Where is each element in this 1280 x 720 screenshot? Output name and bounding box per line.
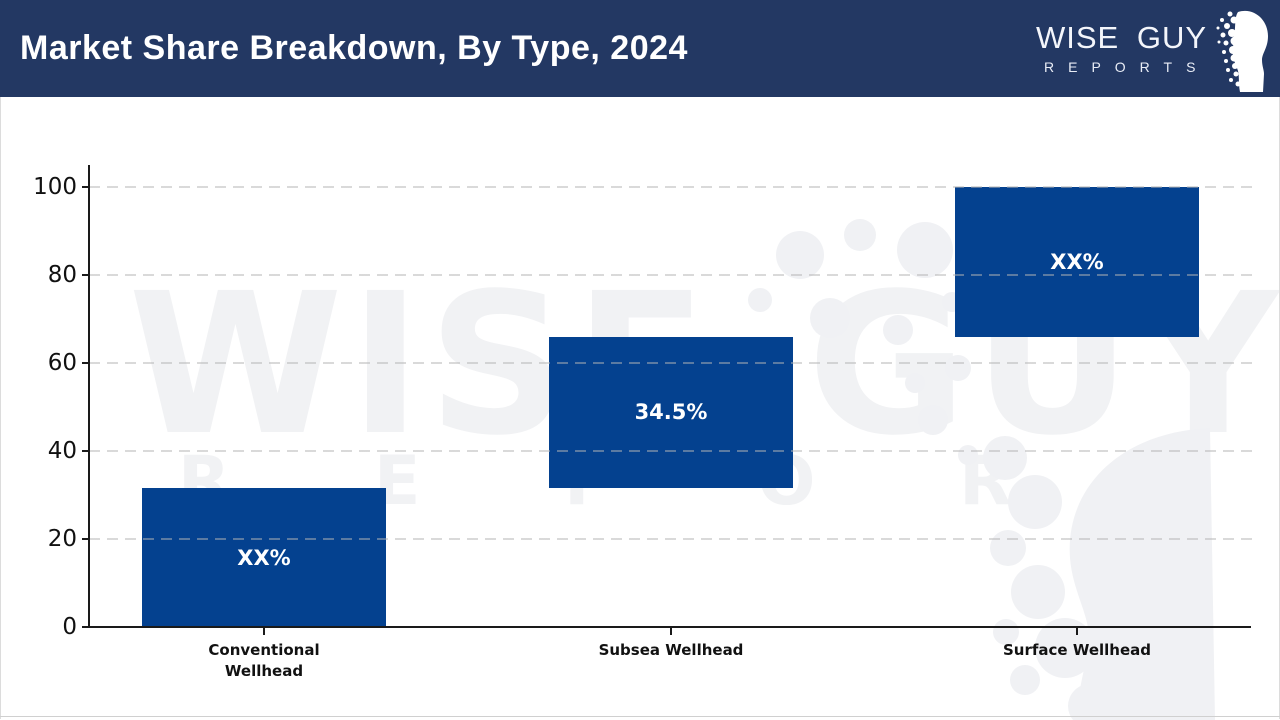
x-tick <box>670 628 672 635</box>
y-tick <box>82 626 88 628</box>
logo-sub-text: REPORTS <box>1044 59 1210 75</box>
gridline <box>89 186 1256 188</box>
y-tick-label: 100 <box>33 174 77 200</box>
x-tick <box>263 628 265 635</box>
gridline <box>89 538 1256 540</box>
bar-value-label: 34.5% <box>634 400 708 425</box>
bar-value-label: XX% <box>1050 249 1104 274</box>
y-tick <box>82 274 88 276</box>
x-category-label: Subsea Wellhead <box>598 641 744 659</box>
y-tick-label: 80 <box>47 262 77 288</box>
header-bar: Market Share Breakdown, By Type, 2024 WI… <box>0 0 1280 97</box>
bar-segment: XX% <box>955 187 1199 337</box>
x-tick <box>1076 628 1078 635</box>
x-axis-line <box>87 626 1251 628</box>
bar-value-label: XX% <box>237 545 291 570</box>
bottom-divider <box>0 716 1280 717</box>
x-category-label: Conventional Wellhead <box>208 641 320 680</box>
page-title: Market Share Breakdown, By Type, 2024 <box>20 29 688 67</box>
y-tick <box>82 538 88 540</box>
wiseguy-head-icon <box>1216 10 1268 92</box>
y-tick <box>82 362 88 364</box>
y-tick-label: 20 <box>47 526 77 552</box>
gridline <box>89 362 1256 364</box>
x-category-label: Surface Wellhead <box>1003 641 1151 659</box>
bar-segment: 34.5% <box>549 336 793 489</box>
y-tick-label: 60 <box>47 350 77 376</box>
bar-segment: XX% <box>142 488 386 627</box>
y-tick <box>82 186 88 188</box>
y-tick-label: 0 <box>62 614 77 640</box>
gridline <box>89 450 1256 452</box>
y-tick-label: 40 <box>47 438 77 464</box>
gridline <box>89 274 1256 276</box>
wiseguy-logo: WISE GUY REPORTS <box>1032 0 1272 97</box>
y-axis-line <box>88 165 90 628</box>
y-tick <box>82 450 88 452</box>
logo-name-text: WISE GUY <box>1036 20 1208 55</box>
